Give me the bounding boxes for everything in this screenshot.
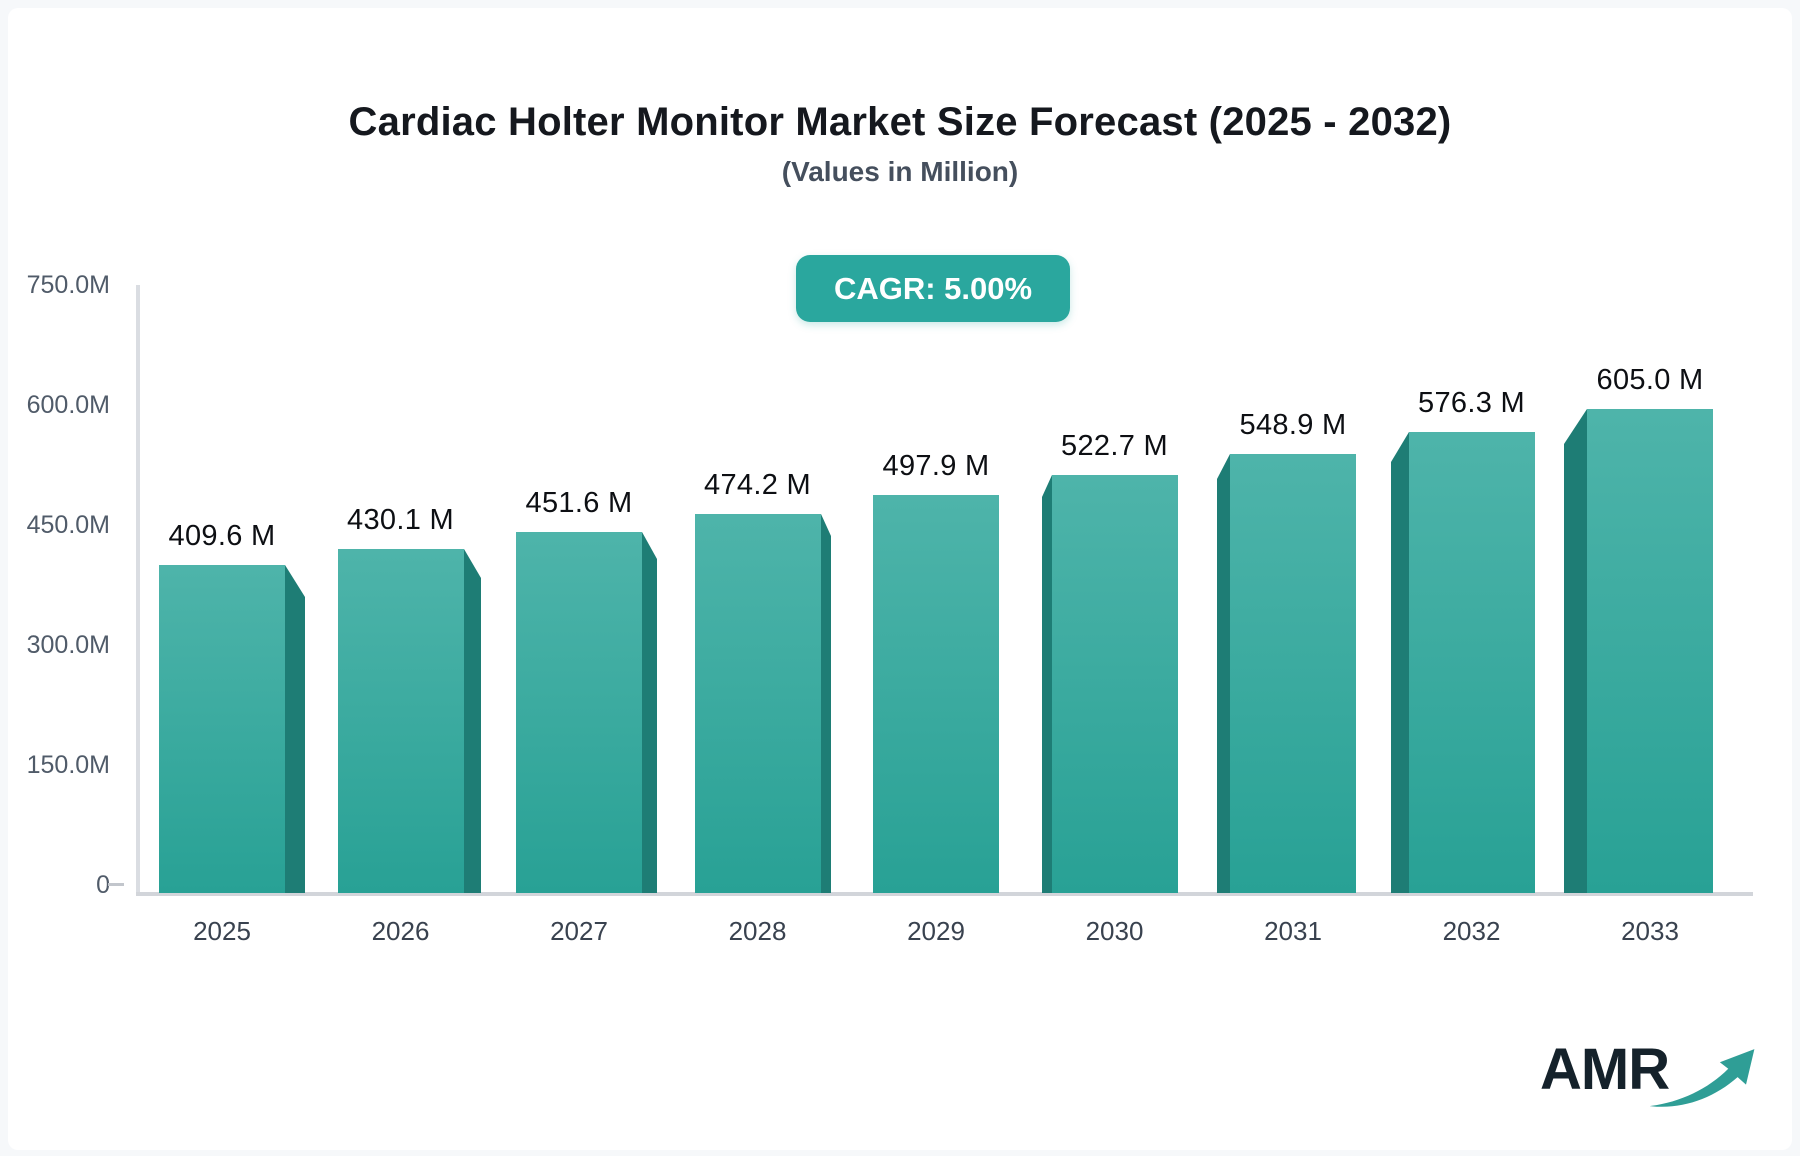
cagr-badge: CAGR: 5.00%	[796, 255, 1070, 322]
growth-arrow-icon	[1649, 1049, 1755, 1107]
zero-tick-mark	[108, 883, 124, 886]
chart-card: Cardiac Holter Monitor Market Size Forec…	[8, 8, 1792, 1150]
x-axis-label-2030: 2030	[1085, 916, 1144, 946]
bar-2026[interactable]	[338, 549, 464, 893]
x-axis-label-2025: 2025	[193, 916, 251, 946]
bar-value-label-2033: 605.0 M	[1596, 364, 1704, 396]
x-axis-label-2028: 2028	[728, 916, 787, 946]
bar-value-label-2025: 409.6 M	[168, 520, 276, 552]
chart-subtitle: (Values in Million)	[781, 156, 1019, 187]
bar-value-label-2029: 497.9 M	[882, 450, 990, 482]
x-axis-label-2032: 2032	[1442, 916, 1501, 946]
y-axis-tick-600.0M: 600.0M	[26, 391, 110, 419]
bar-side-2027	[642, 532, 657, 893]
x-axis-label-2026: 2026	[371, 916, 430, 946]
x-axis-label-2033: 2033	[1621, 916, 1679, 946]
bar-side-2031	[1217, 454, 1230, 893]
x-axis-label-2031: 2031	[1264, 916, 1322, 946]
y-axis-tick-150.0M: 150.0M	[26, 751, 110, 779]
y-axis-tick-450.0M: 450.0M	[26, 511, 110, 539]
bar-2025[interactable]	[159, 565, 285, 893]
x-axis-label-2027: 2027	[550, 916, 608, 946]
brand-logo-text: AMR	[1540, 1037, 1670, 1102]
bar-2033[interactable]	[1587, 409, 1713, 893]
bar-2027[interactable]	[516, 532, 642, 893]
bar-side-2025	[285, 565, 305, 893]
bar-side-2033	[1564, 409, 1587, 893]
bar-side-2032	[1391, 432, 1409, 893]
bar-value-label-2026: 430.1 M	[347, 504, 454, 536]
bar-2032[interactable]	[1409, 432, 1535, 893]
bar-2031[interactable]	[1230, 454, 1356, 893]
y-axis-tick-300.0M: 300.0M	[26, 631, 110, 659]
y-axis-tick-0: 0	[96, 871, 110, 899]
bar-side-2030	[1042, 475, 1052, 893]
bar-value-label-2027: 451.6 M	[525, 487, 633, 519]
brand-logo: AMR	[1540, 1037, 1755, 1120]
bar-value-label-2028: 474.2 M	[704, 469, 811, 501]
bar-2029[interactable]	[873, 495, 999, 893]
bar-value-label-2031: 548.9 M	[1239, 409, 1347, 441]
bar-side-2028	[821, 514, 831, 893]
chart-title: Cardiac Holter Monitor Market Size Forec…	[348, 100, 1452, 144]
bar-side-2026	[464, 549, 481, 893]
y-axis-tick-750.0M: 750.0M	[26, 271, 110, 299]
x-axis-label-2029: 2029	[907, 916, 965, 946]
bar-2030[interactable]	[1052, 475, 1178, 893]
bar-value-label-2030: 522.7 M	[1061, 430, 1168, 462]
x-axis-baseline	[136, 892, 1753, 896]
bar-value-label-2032: 576.3 M	[1418, 387, 1525, 419]
bar-2028[interactable]	[695, 514, 821, 893]
y-axis-line	[136, 285, 140, 896]
